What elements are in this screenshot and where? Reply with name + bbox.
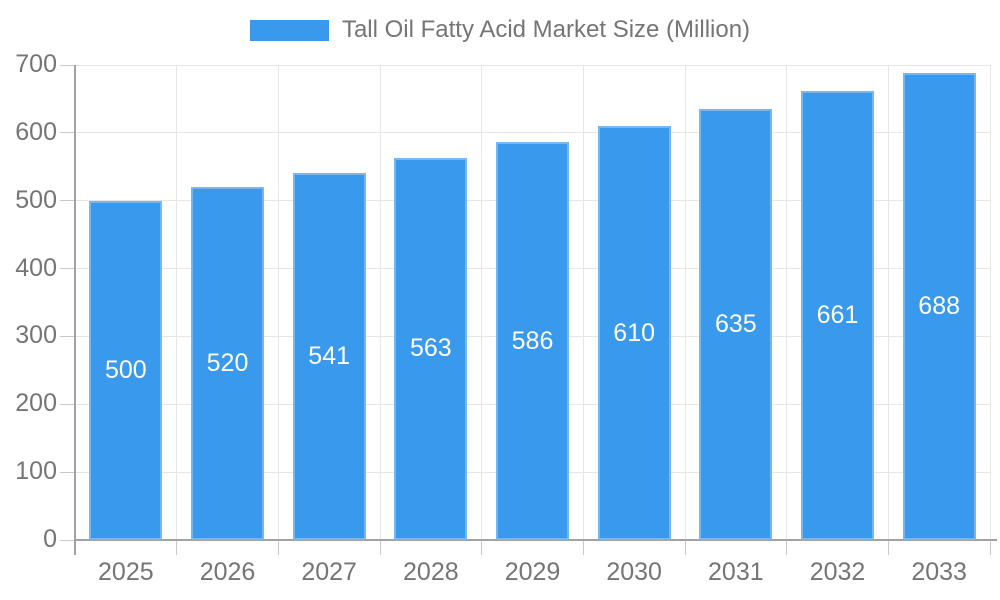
x-axis-label: 2028 — [403, 558, 459, 586]
bar-value-label: 541 — [308, 341, 351, 370]
y-axis-label: 0 — [43, 525, 57, 553]
y-gridline — [75, 64, 990, 66]
legend-swatch-icon — [249, 19, 329, 41]
y-tick — [60, 64, 75, 66]
x-gridline — [887, 65, 889, 540]
bar-2032[interactable]: 661 — [801, 91, 874, 540]
bar-value-label: 563 — [409, 334, 452, 363]
x-tick — [786, 540, 788, 555]
x-axis-label: 2026 — [199, 558, 256, 586]
bar-2033[interactable]: 688 — [902, 73, 976, 540]
bar-2025[interactable]: 500 — [89, 200, 163, 540]
x-gridline — [277, 65, 279, 540]
bar-2029[interactable]: 586 — [496, 142, 569, 540]
y-tick — [60, 335, 75, 337]
x-tick — [989, 540, 991, 555]
x-gridline — [989, 65, 991, 540]
x-tick — [481, 540, 483, 555]
x-tick — [887, 540, 889, 555]
chart-legend[interactable]: Tall Oil Fatty Acid Market Size (Million… — [0, 16, 1000, 44]
y-gridline — [75, 132, 990, 134]
x-axis-line — [74, 539, 997, 541]
x-tick — [277, 540, 279, 555]
y-tick — [60, 539, 75, 541]
y-axis-label: 500 — [15, 185, 57, 214]
bar-value-label: 520 — [206, 349, 249, 378]
x-gridline — [481, 65, 483, 540]
y-tick — [60, 200, 75, 202]
y-axis-label: 700 — [15, 50, 57, 78]
y-axis-line — [74, 65, 76, 555]
x-gridline — [176, 65, 178, 540]
bar-value-label: 661 — [816, 301, 859, 330]
x-gridline — [684, 65, 686, 540]
y-tick — [60, 268, 75, 270]
bar-value-label: 610 — [613, 318, 656, 347]
y-axis-label: 100 — [15, 457, 57, 486]
y-tick — [60, 403, 75, 405]
x-tick — [379, 540, 381, 555]
x-tick — [176, 540, 178, 555]
legend-label: Tall Oil Fatty Acid Market Size (Million… — [341, 16, 751, 43]
bar-value-label: 688 — [918, 292, 961, 321]
x-tick — [582, 540, 584, 555]
y-axis-label: 600 — [15, 117, 57, 146]
x-axis-label: 2027 — [301, 558, 357, 586]
x-axis-label: 2029 — [504, 558, 561, 586]
y-axis-label: 400 — [15, 253, 57, 282]
bar-2028[interactable]: 563 — [394, 157, 468, 540]
y-tick — [60, 132, 75, 134]
x-gridline — [379, 65, 381, 540]
x-axis-label: 2031 — [708, 558, 764, 586]
bar-value-label: 586 — [511, 326, 554, 355]
y-axis-label: 200 — [15, 389, 57, 418]
x-gridline — [582, 65, 584, 540]
x-axis-label: 2030 — [606, 558, 662, 586]
bar-value-label: 500 — [104, 355, 147, 384]
bar-value-label: 635 — [714, 310, 757, 339]
x-tick — [684, 540, 686, 555]
x-axis-label: 2033 — [911, 558, 967, 586]
y-tick — [60, 471, 75, 473]
y-axis-label: 300 — [15, 321, 57, 350]
x-gridline — [786, 65, 788, 540]
x-axis-label: 2025 — [98, 558, 154, 586]
bar-2026[interactable]: 520 — [191, 187, 264, 540]
x-axis-label: 2032 — [809, 558, 866, 586]
bar-2031[interactable]: 635 — [699, 109, 773, 540]
bar-2027[interactable]: 541 — [292, 172, 366, 540]
bar-2030[interactable]: 610 — [597, 126, 671, 540]
